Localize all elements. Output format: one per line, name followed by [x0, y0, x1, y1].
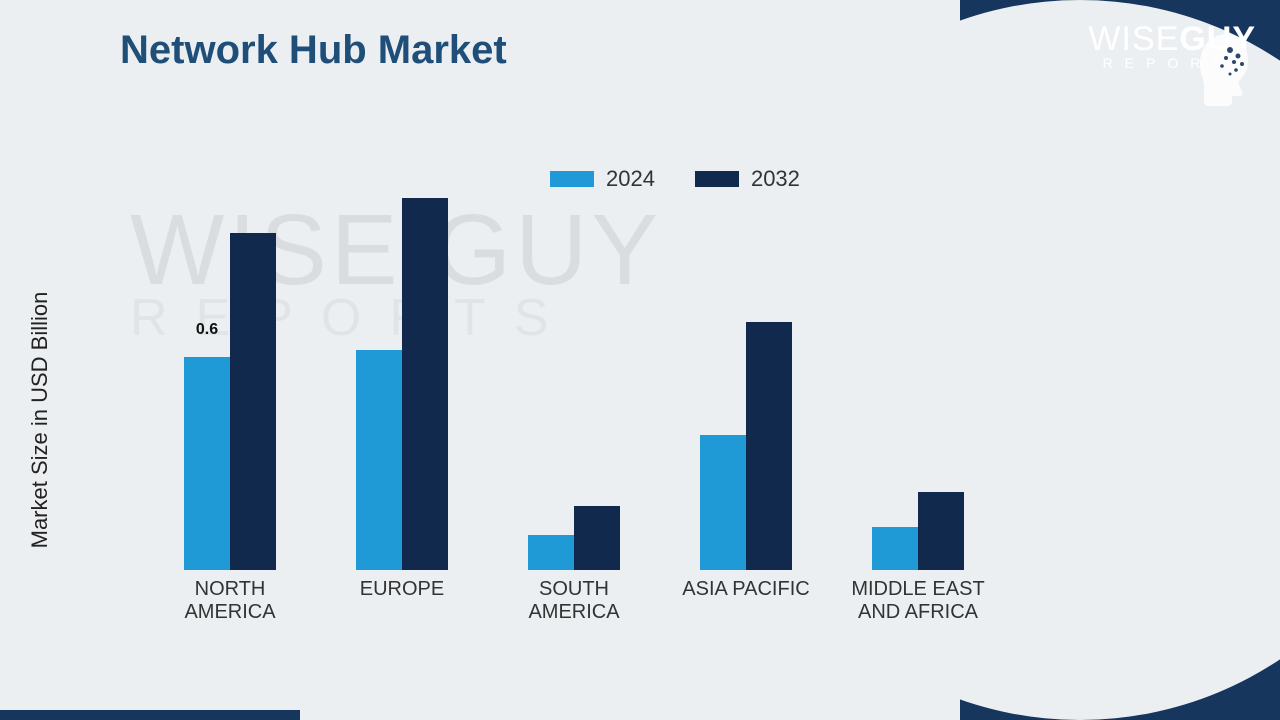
bar-2032	[574, 506, 620, 570]
head-icon	[1192, 30, 1262, 110]
bottom-accent-bar	[0, 710, 300, 720]
bar-group	[170, 233, 290, 570]
x-axis-label: EUROPE	[332, 578, 472, 601]
bar-group	[342, 198, 462, 570]
chart-title: Network Hub Market	[120, 28, 507, 73]
x-axis-label: ASIA PACIFIC	[676, 578, 816, 601]
plot-area: 0.6	[110, 180, 990, 570]
bar-2024	[872, 527, 918, 570]
brand-wise: WISE	[1088, 20, 1179, 58]
bar-group	[858, 492, 978, 570]
x-axis-label: NORTH AMERICA	[160, 578, 300, 624]
x-axis-label: MIDDLE EAST AND AFRICA	[848, 578, 988, 624]
bar-2032	[230, 233, 276, 570]
bar-2032	[918, 492, 964, 570]
bar-2024	[700, 435, 746, 570]
bar-2032	[746, 322, 792, 570]
bar-2024	[356, 350, 402, 570]
bar-value-label: 0.6	[196, 321, 218, 339]
y-axis-label: Market Size in USD Billion	[27, 292, 53, 549]
x-axis-label: SOUTH AMERICA	[504, 578, 644, 624]
bar-group	[514, 506, 634, 570]
bar-2024	[528, 535, 574, 570]
bar-group	[686, 322, 806, 570]
brand-logo: WISEGUY REPORTS	[1088, 20, 1256, 71]
bar-2032	[402, 198, 448, 570]
chart-area: Market Size in USD Billion 0.6 NORTH AME…	[50, 180, 990, 660]
bar-2024	[184, 357, 230, 570]
